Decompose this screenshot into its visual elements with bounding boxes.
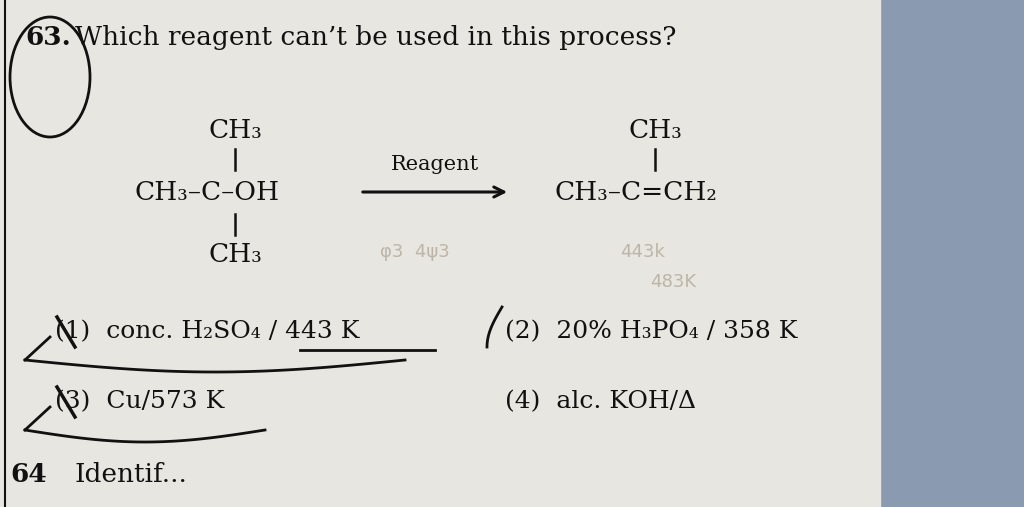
Bar <box>880 0 1024 507</box>
Text: CH₃: CH₃ <box>208 241 262 267</box>
Text: CH₃: CH₃ <box>628 118 682 142</box>
Text: (2)  20% H₃PO₄ / 358 K: (2) 20% H₃PO₄ / 358 K <box>505 320 798 344</box>
Text: Identif...: Identif... <box>75 462 187 487</box>
Text: 483K: 483K <box>650 273 696 291</box>
Text: 443k: 443k <box>620 243 665 261</box>
Text: (4)  alc. KOH/Δ: (4) alc. KOH/Δ <box>505 390 696 414</box>
Text: (1)  conc. H₂SO₄ / 443 K: (1) conc. H₂SO₄ / 443 K <box>55 320 359 344</box>
Text: CH₃–C–OH: CH₃–C–OH <box>135 179 281 204</box>
Text: φ3  4ψ3: φ3 4ψ3 <box>380 243 450 261</box>
Text: 64: 64 <box>10 462 47 487</box>
Text: CH₃–C=CH₂: CH₃–C=CH₂ <box>555 179 718 204</box>
Text: CH₃: CH₃ <box>208 118 262 142</box>
Text: 63.: 63. <box>25 25 71 50</box>
Text: Reagent: Reagent <box>391 155 479 173</box>
Text: (3)  Cu/573 K: (3) Cu/573 K <box>55 390 224 414</box>
Text: Which reagent can’t be used in this process?: Which reagent can’t be used in this proc… <box>75 25 677 50</box>
Bar <box>0 0 880 507</box>
